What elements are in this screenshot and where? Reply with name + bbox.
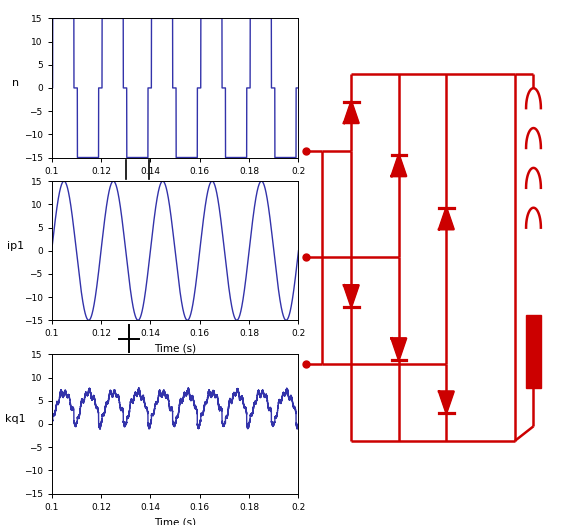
- Bar: [526, 315, 541, 387]
- Polygon shape: [439, 392, 453, 413]
- Polygon shape: [344, 102, 359, 123]
- Y-axis label: kq1: kq1: [5, 414, 26, 424]
- Y-axis label: n: n: [11, 78, 19, 88]
- Polygon shape: [439, 208, 453, 229]
- X-axis label: Time (s): Time (s): [154, 344, 196, 354]
- Polygon shape: [391, 339, 406, 360]
- Y-axis label: ip1: ip1: [7, 240, 24, 251]
- Polygon shape: [344, 285, 359, 307]
- Polygon shape: [391, 155, 406, 176]
- X-axis label: Time (s): Time (s): [154, 181, 196, 191]
- X-axis label: Time (s): Time (s): [154, 517, 196, 525]
